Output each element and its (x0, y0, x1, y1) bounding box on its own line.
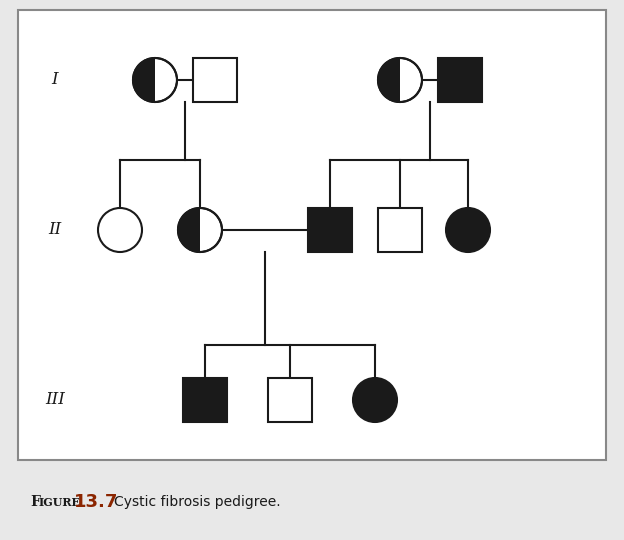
Text: Cystic fibrosis pedigree.: Cystic fibrosis pedigree. (114, 495, 281, 509)
Wedge shape (133, 58, 155, 102)
Text: 13.7: 13.7 (74, 493, 119, 511)
Wedge shape (178, 208, 200, 252)
Text: I: I (52, 71, 58, 89)
Circle shape (178, 208, 222, 252)
Bar (438, 58, 482, 102)
Circle shape (98, 208, 142, 252)
Wedge shape (378, 58, 400, 102)
Circle shape (353, 378, 397, 422)
Circle shape (133, 58, 177, 102)
Bar (193, 58, 237, 102)
Circle shape (446, 208, 490, 252)
Text: III: III (45, 392, 65, 408)
Bar (308, 208, 352, 252)
Text: IGURE: IGURE (39, 496, 81, 508)
Circle shape (378, 58, 422, 102)
Text: II: II (49, 221, 62, 239)
Bar (183, 378, 227, 422)
Bar (378, 208, 422, 252)
Text: F: F (30, 495, 40, 509)
Bar (268, 378, 312, 422)
